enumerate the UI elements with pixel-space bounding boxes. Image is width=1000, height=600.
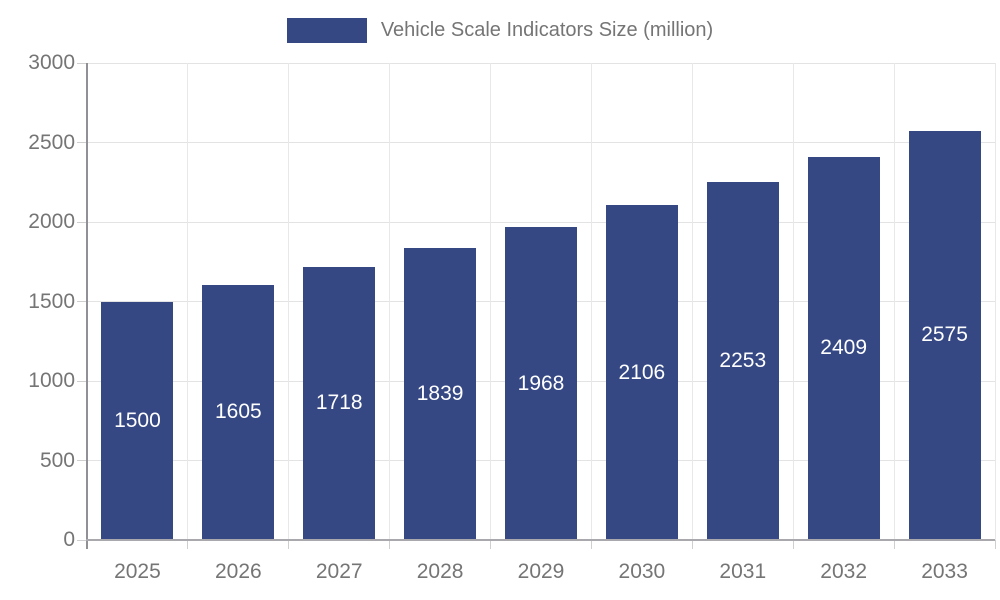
- legend-label: Vehicle Scale Indicators Size (million): [380, 19, 714, 41]
- bar-2032: 2409: [807, 156, 880, 540]
- x-axis-tick: [490, 540, 492, 549]
- gridline-horizontal: [87, 221, 995, 223]
- bar-2028: 1839: [404, 247, 477, 540]
- y-axis-tick: [77, 539, 87, 541]
- x-axis-tick: [389, 540, 391, 549]
- x-axis-tick: [994, 540, 996, 549]
- bar-2025: 1500: [101, 301, 174, 540]
- x-axis-tick: [590, 540, 592, 549]
- x-axis-tick-label: 2032: [820, 560, 868, 583]
- gridline-vertical: [994, 63, 996, 540]
- bar-value-label: 2253: [719, 348, 767, 372]
- x-axis-tick: [792, 540, 794, 549]
- bar-value-label: 1605: [214, 400, 262, 424]
- x-axis-tick-label: 2033: [921, 560, 968, 583]
- x-axis-tick-label: 2030: [618, 560, 666, 583]
- chart-legend[interactable]: Vehicle Scale Indicators Size (million): [0, 18, 1000, 43]
- y-axis-tick: [77, 380, 87, 382]
- x-axis-tick-label: 2026: [214, 560, 262, 583]
- y-axis-tick-label: 1500: [28, 289, 75, 313]
- x-axis-tick: [187, 540, 189, 549]
- y-axis-tick-label: 3000: [28, 51, 75, 74]
- gridline-vertical: [288, 63, 290, 540]
- gridline-vertical: [691, 63, 693, 540]
- y-axis-tick-label: 500: [39, 448, 75, 472]
- x-axis-tick: [893, 540, 895, 549]
- gridline-vertical: [792, 63, 794, 540]
- bar-2031: 2253: [706, 181, 779, 540]
- y-axis-line: [86, 63, 88, 549]
- x-axis-line: [86, 539, 995, 541]
- x-axis-tick-label: 2025: [114, 560, 161, 583]
- y-axis-tick-label: 2500: [28, 130, 75, 154]
- y-axis-tick-label: 0: [63, 528, 75, 551]
- y-axis-tick-label: 2000: [28, 210, 75, 233]
- y-axis-tick-label: 1000: [28, 369, 75, 392]
- bar-value-label: 1839: [416, 381, 464, 405]
- bar-2033: 2575: [908, 130, 981, 540]
- bar-2030: 2106: [605, 205, 678, 540]
- x-axis-tick: [691, 540, 693, 549]
- bar-value-label: 2575: [921, 323, 968, 347]
- y-axis-tick: [77, 142, 87, 143]
- bar-value-label: 2409: [820, 336, 868, 360]
- bar-2027: 1718: [303, 266, 376, 540]
- y-axis-tick: [77, 221, 87, 223]
- bar-value-label: 1718: [315, 391, 363, 415]
- x-axis-tick: [288, 540, 290, 549]
- bar-2029: 1968: [505, 227, 577, 540]
- gridline-vertical: [187, 63, 189, 540]
- x-axis-tick-label: 2029: [517, 560, 565, 583]
- gridline-vertical: [389, 63, 391, 540]
- x-axis-tick-label: 2028: [416, 560, 464, 583]
- x-axis-tick-label: 2031: [719, 560, 767, 583]
- y-axis-tick: [77, 301, 87, 302]
- bar-value-label: 1500: [114, 408, 161, 432]
- bar-value-label: 2106: [618, 360, 666, 384]
- bar-2026: 1605: [202, 284, 275, 540]
- gridline-vertical: [893, 63, 895, 540]
- y-axis-tick: [77, 62, 87, 64]
- gridline-vertical: [490, 63, 492, 540]
- x-axis-tick-label: 2027: [315, 560, 363, 583]
- legend-swatch: [286, 18, 367, 43]
- y-axis-tick: [77, 460, 87, 461]
- gridline-horizontal: [87, 62, 995, 64]
- gridline-horizontal: [87, 142, 995, 143]
- gridline-vertical: [590, 63, 592, 540]
- bar-value-label: 1968: [517, 371, 565, 395]
